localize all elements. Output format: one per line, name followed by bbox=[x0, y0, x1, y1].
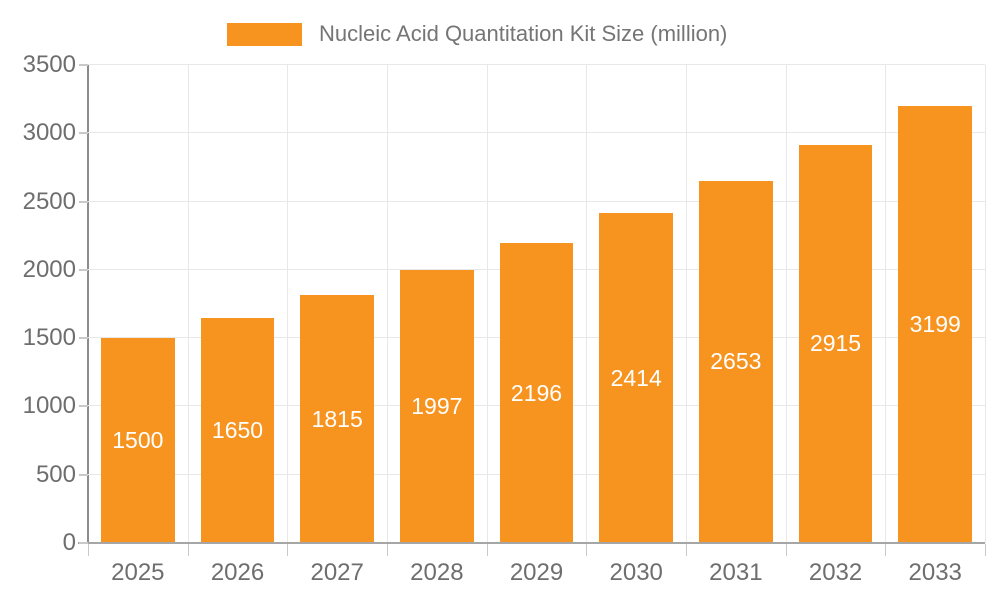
y-tick-mark bbox=[79, 405, 88, 408]
bar-slot: 2414 bbox=[586, 65, 686, 543]
bar-value-label: 2196 bbox=[510, 379, 563, 406]
v-gridline bbox=[985, 65, 986, 543]
plot-area: 1500 1650 1815 1997 2196 2414 2653 2915 3199 bbox=[78, 64, 986, 556]
bar-slot: 2196 bbox=[487, 65, 587, 543]
x-tick-mark bbox=[586, 544, 588, 556]
y-tick-label: 3000 bbox=[22, 119, 76, 147]
x-tick-mark bbox=[486, 544, 488, 556]
bar-slot: 1815 bbox=[287, 65, 387, 543]
y-tick-label: 2000 bbox=[22, 255, 76, 283]
x-tick-mark bbox=[785, 544, 787, 556]
y-tick-mark bbox=[79, 268, 88, 271]
v-gridline bbox=[885, 65, 887, 543]
bars-row: 1500 1650 1815 1997 2196 2414 2653 2915 3199 bbox=[88, 65, 985, 543]
v-gridline bbox=[586, 65, 588, 543]
y-tick-label: 3500 bbox=[22, 51, 76, 78]
bar-slot: 1500 bbox=[88, 65, 188, 543]
x-tick-label: 2029 bbox=[509, 559, 564, 586]
bar-value-label: 2414 bbox=[610, 364, 662, 391]
bar-2026[interactable]: 1650 bbox=[200, 317, 275, 543]
y-tick-mark bbox=[79, 64, 88, 66]
x-tick-label: 2028 bbox=[410, 559, 464, 586]
v-gridline bbox=[785, 65, 787, 543]
bar-value-label: 1500 bbox=[112, 427, 164, 454]
bar-2032[interactable]: 2915 bbox=[798, 144, 873, 543]
bar-value-label: 1650 bbox=[211, 416, 264, 443]
bar-value-label: 1997 bbox=[411, 393, 463, 420]
y-tick-label: 500 bbox=[35, 460, 76, 488]
h-gridline bbox=[88, 64, 985, 65]
legend-item[interactable]: Nucleic Acid Quantitation Kit Size (mill… bbox=[227, 21, 727, 47]
x-tick-label: 2033 bbox=[908, 559, 962, 586]
v-gridline bbox=[386, 65, 388, 543]
bar-slot: 1650 bbox=[188, 65, 288, 543]
x-tick-mark bbox=[287, 544, 289, 556]
y-axis-line bbox=[87, 65, 89, 543]
bar-slot: 2915 bbox=[786, 65, 886, 543]
x-tick-label: 2032 bbox=[808, 559, 863, 586]
bar-value-label: 2653 bbox=[710, 348, 762, 375]
h-gridline bbox=[88, 200, 985, 202]
bar-slot: 2653 bbox=[686, 65, 786, 543]
y-tick-mark bbox=[79, 542, 88, 544]
bar-2033[interactable]: 3199 bbox=[898, 106, 973, 543]
bar-2029[interactable]: 2196 bbox=[499, 243, 574, 543]
y-tick-mark bbox=[79, 200, 88, 203]
x-axis-labels: 2025 2026 2027 2028 2029 2030 2031 2032 2033 bbox=[88, 559, 985, 587]
bar-slot: 1997 bbox=[387, 65, 487, 543]
x-axis-line bbox=[78, 542, 985, 544]
y-tick-mark bbox=[79, 132, 88, 135]
bar-value-label: 3199 bbox=[909, 311, 961, 338]
y-axis-labels: 0 500 1000 1500 2000 2500 3000 3500 bbox=[0, 53, 76, 555]
y-tick-label: 2500 bbox=[22, 187, 76, 215]
x-tick-label: 2031 bbox=[709, 559, 763, 586]
x-tick-mark bbox=[386, 544, 388, 556]
y-tick-mark bbox=[79, 473, 88, 476]
x-tick-mark bbox=[685, 544, 687, 556]
x-tick-mark bbox=[885, 544, 887, 556]
y-tick-label: 1500 bbox=[22, 324, 76, 352]
x-tick-label: 2030 bbox=[609, 559, 663, 586]
x-tick-mark bbox=[187, 544, 189, 556]
bar-2028[interactable]: 1997 bbox=[399, 270, 474, 543]
x-tick-label: 2027 bbox=[310, 559, 364, 586]
v-gridline bbox=[287, 65, 289, 543]
y-tick-label: 1000 bbox=[22, 392, 76, 420]
x-tick-mark bbox=[985, 544, 986, 556]
bar-2030[interactable]: 2414 bbox=[599, 213, 674, 543]
bar-2027[interactable]: 1815 bbox=[300, 295, 375, 543]
y-tick-mark bbox=[79, 337, 88, 340]
x-tick-label: 2026 bbox=[210, 559, 265, 586]
bar-value-label: 1815 bbox=[311, 405, 363, 432]
h-gridline bbox=[88, 132, 985, 134]
bar-slot: 3199 bbox=[885, 65, 985, 543]
x-tick-mark bbox=[88, 544, 89, 556]
bar-2025[interactable]: 1500 bbox=[100, 338, 175, 543]
bar-value-label: 2915 bbox=[809, 330, 862, 357]
v-gridline bbox=[486, 65, 488, 543]
v-gridline bbox=[187, 65, 189, 543]
legend-label: Nucleic Acid Quantitation Kit Size (mill… bbox=[319, 21, 728, 46]
x-tick-label: 2025 bbox=[111, 559, 165, 586]
legend-swatch-icon bbox=[227, 22, 302, 46]
y-tick-label: 0 bbox=[62, 529, 76, 556]
bar-2031[interactable]: 2653 bbox=[698, 180, 773, 543]
v-gridline bbox=[685, 65, 687, 543]
